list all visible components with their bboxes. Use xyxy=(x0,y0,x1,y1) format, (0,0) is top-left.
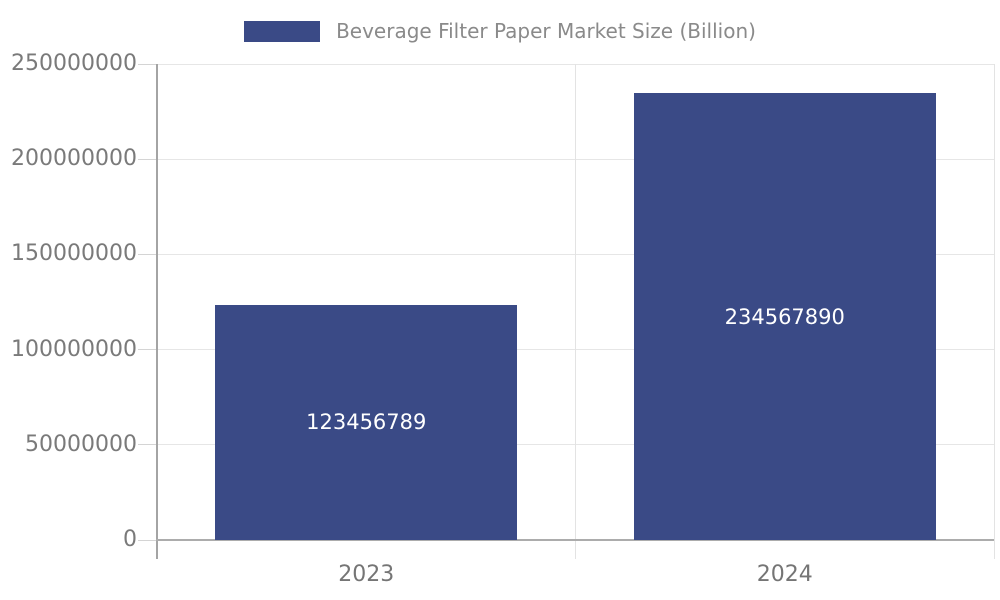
legend-label: Beverage Filter Paper Market Size (Billi… xyxy=(336,19,756,43)
y-axis-line xyxy=(156,64,158,559)
chart-legend: Beverage Filter Paper Market Size (Billi… xyxy=(0,19,1000,43)
bar-value-label: 234567890 xyxy=(724,304,845,329)
category-separator xyxy=(575,64,576,559)
y-tick-label: 100000000 xyxy=(11,336,137,362)
plot-right-border xyxy=(993,64,995,559)
y-tick-mark xyxy=(138,539,157,541)
y-tick-label: 50000000 xyxy=(25,431,137,457)
y-tick-mark xyxy=(138,63,157,65)
y-tick-label: 200000000 xyxy=(11,146,137,172)
y-tick-label: 150000000 xyxy=(11,241,137,267)
y-tick-label: 250000000 xyxy=(11,51,137,76)
x-tick-label: 2024 xyxy=(756,562,813,587)
y-tick-mark xyxy=(138,253,157,255)
y-tick-mark xyxy=(138,158,157,160)
x-tick-label: 2023 xyxy=(338,562,395,587)
x-axis-baseline xyxy=(156,539,994,541)
bar xyxy=(215,304,518,540)
y-tick-label: 0 xyxy=(123,527,137,552)
bar xyxy=(633,93,936,540)
legend-swatch xyxy=(244,20,321,42)
bar-value-label: 123456789 xyxy=(306,410,427,435)
y-tick-mark xyxy=(138,444,157,446)
y-tick-mark xyxy=(138,349,157,351)
